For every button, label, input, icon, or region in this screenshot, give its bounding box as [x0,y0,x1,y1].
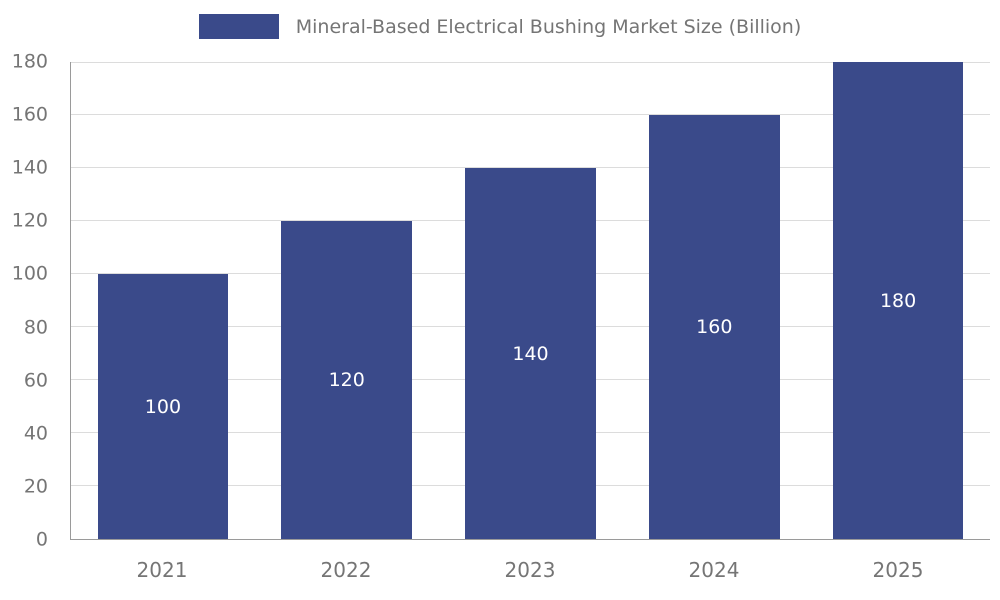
y-tick-label: 140 [11,156,48,179]
x-tick-label: 2023 [504,558,556,582]
y-tick-label: 60 [23,369,48,392]
gridline [71,114,990,115]
x-tick-label: 2021 [136,558,188,582]
bar-slot: 140 [439,62,623,539]
x-tick-label: 2022 [320,558,372,582]
y-tick-label: 40 [23,422,48,445]
bar-2021: 100 [97,274,229,539]
plot-area: 100 120 140 160 180 [70,62,990,540]
y-tick-label: 100 [11,262,48,285]
bar-2022: 120 [281,221,412,539]
gridline [71,62,990,63]
bar-2023: 140 [465,168,596,539]
y-axis: 0 20 40 60 80 100 120 140 160 180 [0,52,48,549]
bar-value-label: 120 [328,369,365,391]
gridline [71,167,990,168]
x-tick-label: 2024 [688,558,740,582]
bars: 100 120 140 160 180 [71,62,990,539]
x-tick-label: 2025 [872,558,924,582]
bar-slot: 100 [71,62,255,539]
legend-label: Mineral-Based Electrical Bushing Market … [295,15,802,38]
y-tick-label: 80 [23,316,48,339]
bar-2025: 180 [832,62,964,539]
bar-value-label: 180 [879,289,917,312]
x-axis: 2021 2022 2023 2024 2025 [70,558,990,588]
y-tick-label: 20 [23,475,48,498]
bar-value-label: 140 [512,342,549,365]
legend-swatch [198,14,279,39]
bar-slot: 180 [806,62,990,539]
bar-slot: 120 [255,62,439,539]
bar-slot: 160 [622,62,806,539]
y-tick-label: 0 [35,528,48,551]
y-tick-label: 160 [11,103,48,126]
bar-2024: 160 [649,115,780,539]
y-tick-label: 180 [11,50,48,73]
y-tick-label: 120 [11,209,48,232]
bar-value-label: 160 [696,316,733,338]
legend: Mineral-Based Electrical Bushing Market … [0,14,1000,39]
bar-value-label: 100 [144,395,182,418]
